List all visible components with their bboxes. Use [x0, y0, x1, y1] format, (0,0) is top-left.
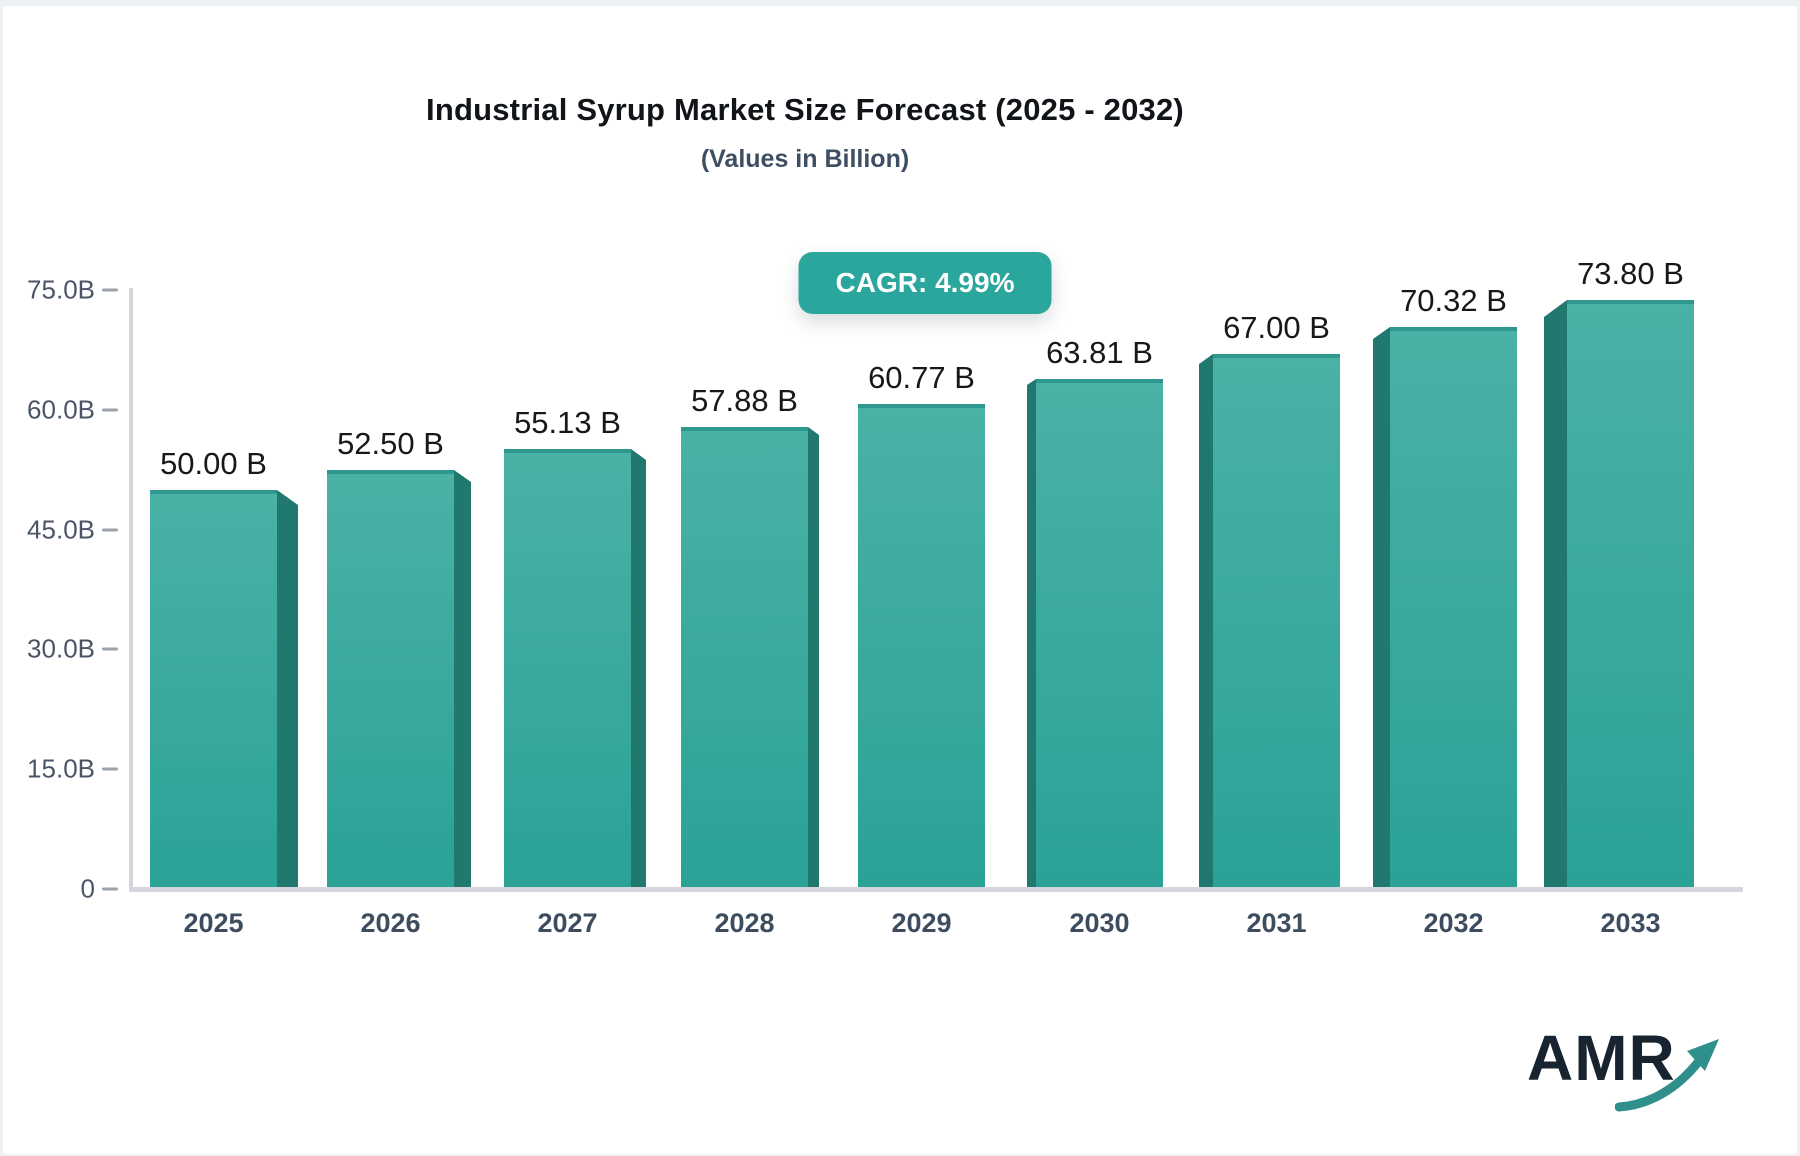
bar-value-label: 73.80 B — [1577, 256, 1684, 291]
y-axis-tick-label: 75.0B — [27, 274, 95, 305]
bar-side-face — [454, 470, 471, 889]
y-axis-tick-mark — [102, 408, 118, 412]
x-axis-label: 2025 — [183, 908, 244, 938]
bar-front-face — [327, 470, 454, 889]
bar-value-label: 52.50 B — [337, 426, 444, 461]
cagr-badge: CAGR: 4.99% — [798, 252, 1052, 314]
x-axis-label: 2026 — [360, 908, 421, 938]
y-axis-tick-mark — [102, 528, 118, 532]
y-axis-tick-mark — [102, 887, 118, 891]
x-axis-label: 2027 — [537, 908, 598, 938]
bar-value-label: 67.00 B — [1223, 310, 1330, 345]
x-axis-label: 2030 — [1069, 908, 1130, 938]
y-axis-tick-label: 15.0B — [27, 753, 95, 784]
x-axis-label: 2033 — [1600, 908, 1661, 938]
growth-arrow-icon — [1615, 1039, 1719, 1112]
bar-value-label: 70.32 B — [1400, 283, 1507, 318]
y-axis-tick-label: 60.0B — [27, 394, 95, 425]
bar-front-face — [858, 404, 985, 889]
y-axis-tick-label: 45.0B — [27, 514, 95, 545]
bar-front-face — [1567, 300, 1694, 889]
bar-side-face — [277, 490, 298, 889]
y-axis-tick-mark — [102, 647, 118, 651]
bar-side-face — [631, 449, 646, 889]
y-axis-tick-label: 30.0B — [27, 633, 95, 664]
bar-front-face — [150, 490, 277, 889]
bar-value-label: 55.13 B — [514, 405, 621, 440]
bar-value-label: 60.77 B — [868, 360, 975, 395]
x-axis-line — [129, 887, 1743, 892]
bar-front-face — [1213, 354, 1340, 889]
x-axis-label: 2032 — [1423, 908, 1484, 938]
y-axis-tick-label: 0 — [80, 873, 95, 904]
x-axis-label: 2028 — [714, 908, 775, 938]
chart-subtitle: (Values in Billion) — [700, 145, 910, 173]
bar-front-face — [1036, 379, 1163, 889]
amr-logo-text: AMR — [1527, 1022, 1676, 1094]
bar-side-face — [1544, 300, 1567, 889]
bar-front-face — [504, 449, 631, 889]
bar-side-face — [808, 427, 819, 889]
bar-side-face — [1199, 354, 1213, 889]
bar-front-face — [681, 427, 808, 889]
bar-value-label: 50.00 B — [160, 446, 267, 481]
bar-front-face — [1390, 327, 1517, 889]
amr-logo: AMR — [1527, 1003, 1737, 1123]
y-axis-tick-mark — [102, 288, 118, 292]
chart-header: Industrial Syrup Market Size Forecast (2… — [0, 92, 1610, 174]
y-axis-tick-mark — [102, 767, 118, 771]
bar-side-face — [1027, 379, 1036, 889]
x-axis-label: 2031 — [1246, 908, 1307, 938]
y-axis-line — [129, 288, 133, 889]
bar-value-label: 63.81 B — [1046, 335, 1153, 370]
bar-value-label: 57.88 B — [691, 383, 798, 418]
bar-side-face — [1373, 327, 1390, 889]
chart-title: Industrial Syrup Market Size Forecast (2… — [426, 92, 1184, 127]
x-axis-label: 2029 — [891, 908, 952, 938]
